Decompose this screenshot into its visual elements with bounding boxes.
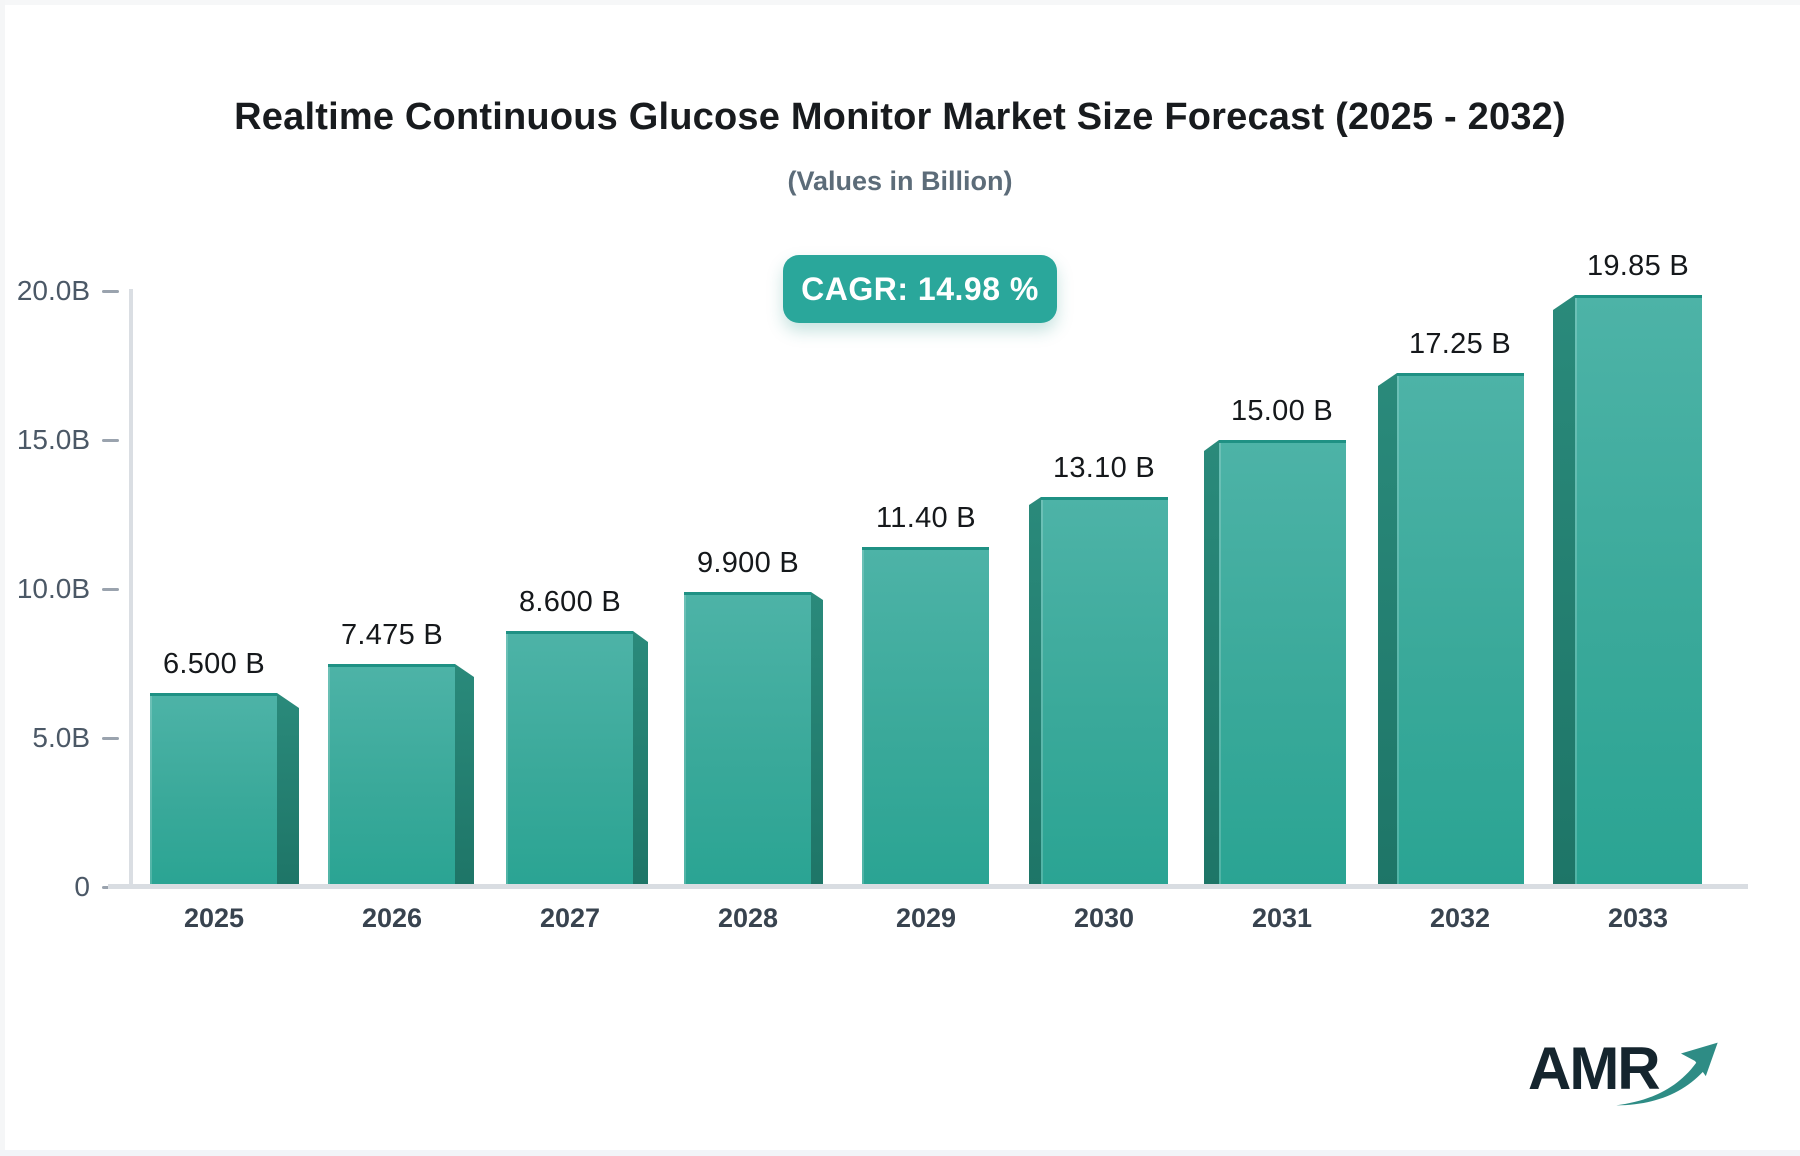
bar-side (1553, 295, 1575, 887)
bar-2025 (150, 693, 277, 887)
y-tick-label: 0 (74, 871, 90, 902)
bar-2029 (862, 547, 989, 887)
x-tick-label: 2026 (361, 903, 423, 933)
chart-subtitle: (Values in Billion) (787, 166, 1013, 196)
amr-logo-text: AMR (1528, 1035, 1661, 1102)
bar-2027 (506, 631, 633, 887)
x-tick-label: 2033 (1607, 903, 1669, 933)
cagr-badge-label: CAGR: 14.98 % (801, 270, 1039, 307)
x-tick-label: 2025 (183, 903, 245, 933)
y-tick-label: 20.0B (16, 275, 90, 306)
cagr-badge: CAGR: 14.98 % (783, 255, 1057, 323)
bar-value-label: 6.500 B (162, 648, 266, 680)
x-tick-label: 2032 (1429, 903, 1491, 933)
chart-title: Realtime Continuous Glucose Monitor Mark… (234, 96, 1566, 138)
y-axis-line (129, 289, 133, 887)
x-tick-label: 2028 (717, 903, 779, 933)
x-axis-line (108, 884, 1748, 889)
bar-value-label: 17.25 B (1408, 328, 1512, 360)
bar-2031 (1219, 440, 1346, 887)
y-tick-label: 15.0B (16, 424, 90, 455)
y-tick-mark (102, 290, 119, 293)
y-tick-label: 10.0B (16, 573, 90, 604)
y-tick-label: 5.0B (32, 722, 90, 753)
bar-side (633, 631, 648, 887)
bar-value-label: 8.600 B (518, 586, 622, 618)
x-tick-label: 2030 (1073, 903, 1135, 933)
bar-value-label: 13.10 B (1052, 452, 1156, 484)
bar-value-label: 7.475 B (340, 619, 444, 651)
left-edge-strip (0, 0, 5, 1156)
bar-value-label: 9.900 B (696, 547, 800, 579)
bar-2028 (684, 592, 811, 887)
bar-side (1029, 497, 1041, 887)
x-tick-label: 2031 (1251, 903, 1313, 933)
bar-2026 (328, 664, 455, 887)
amr-logo: AMR (1528, 1032, 1758, 1112)
bar-value-label: 19.85 B (1586, 250, 1690, 282)
y-tick-mark (102, 439, 119, 442)
bar-side (1204, 440, 1219, 887)
bar-2030 (1041, 497, 1168, 887)
bar-side (1378, 373, 1397, 887)
amr-logo-arrow-icon (1616, 1042, 1718, 1106)
bar-side (811, 592, 823, 887)
top-edge-strip (0, 0, 1800, 5)
bar-2033 (1575, 295, 1702, 887)
y-tick-mark (102, 737, 119, 740)
y-tick-mark (102, 588, 119, 591)
bar-side (277, 693, 299, 887)
bar-value-label: 15.00 B (1230, 395, 1334, 427)
bar-side (455, 664, 474, 887)
bar-value-label: 11.40 B (876, 502, 976, 534)
x-tick-label: 2027 (539, 903, 601, 933)
x-tick-label: 2029 (895, 903, 957, 933)
bar-2032 (1397, 373, 1524, 887)
bottom-edge-strip (0, 1150, 1800, 1156)
